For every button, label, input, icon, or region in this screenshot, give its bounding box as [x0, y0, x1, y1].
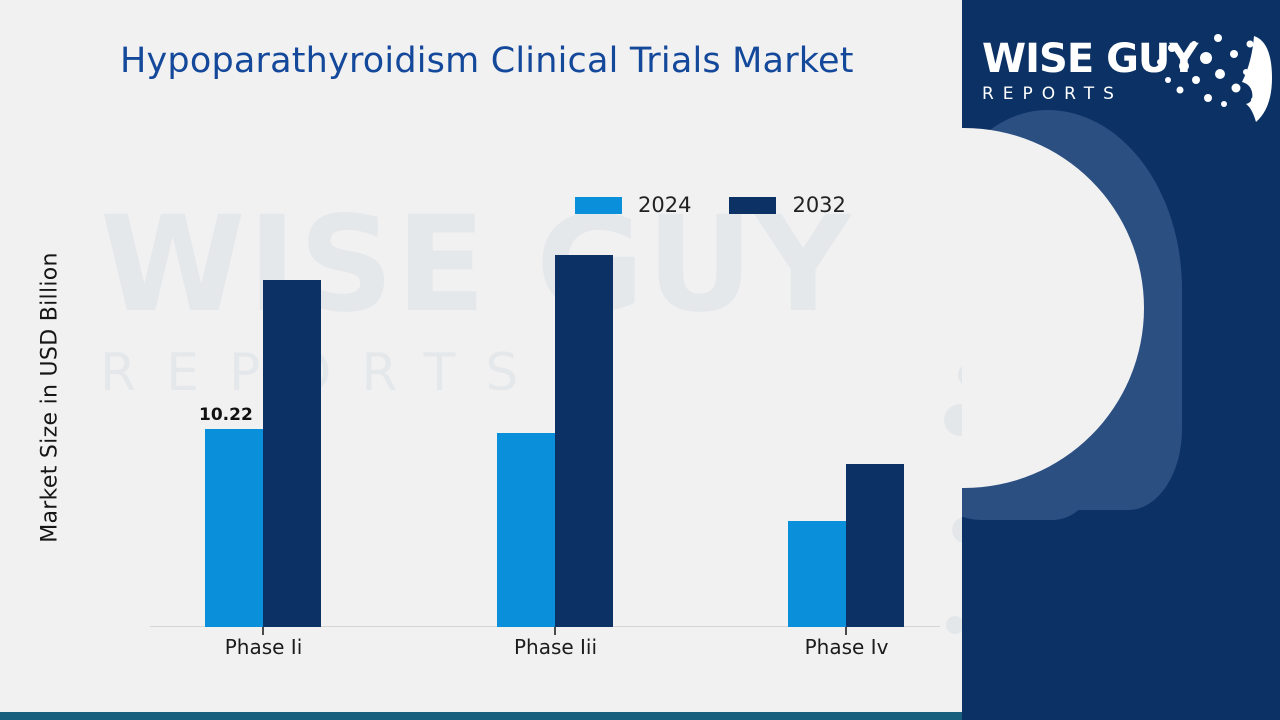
bar-value-label-phase-ii-2024: 10.22 — [199, 405, 253, 425]
legend-swatch-2024 — [575, 196, 622, 214]
brand-panel: WISE GUY REPORTS — [962, 0, 1280, 720]
legend-item-2032[interactable]: 2032 — [729, 193, 846, 217]
bar-2032-phase-iii[interactable] — [555, 255, 613, 627]
x-axis-label-phase-iv: Phase Iv — [804, 635, 889, 659]
x-axis-tick-phase-iv — [845, 627, 847, 635]
legend-label-2032: 2032 — [792, 193, 846, 217]
bar-2032-phase-iv[interactable] — [846, 464, 904, 627]
brand-logo-dots-icon — [1157, 34, 1272, 122]
brand-logo-primary-text: WISE GUY — [982, 36, 1198, 82]
bar-group-phase-iv: Phase Iv — [788, 240, 905, 659]
legend-swatch-2032 — [729, 196, 777, 214]
page-title: Hypoparathyroidism Clinical Trials Marke… — [120, 41, 854, 81]
watermark-dots-icon — [944, 366, 962, 634]
bar-2032-phase-ii[interactable] — [263, 280, 321, 627]
bar-group-phase-ii: 10.22 Phase Ii — [199, 240, 322, 659]
brand-logo-secondary-text: REPORTS — [982, 84, 1123, 104]
legend-label-2024: 2024 — [638, 193, 692, 217]
chart-panel: WISE GUY REPORTS Hypoparat — [0, 41, 962, 720]
bar-2024-phase-iii[interactable] — [497, 433, 555, 627]
x-axis-label-phase-ii: Phase Ii — [224, 635, 303, 659]
legend-item-2024[interactable]: 2024 — [575, 193, 691, 217]
bar-2024-phase-iv[interactable] — [788, 521, 846, 627]
x-axis-label-phase-iii: Phase Iii — [513, 635, 598, 659]
plot-area: 10.22 Phase Ii Phase Iii Phase Iv — [150, 240, 940, 659]
brand-logo[interactable]: WISE GUY REPORTS — [982, 34, 1272, 122]
bottom-accent-strip — [0, 712, 962, 720]
bar-2024-phase-ii[interactable] — [205, 429, 263, 627]
chart-legend: 2024 2032 — [575, 193, 846, 217]
x-axis-tick-phase-ii — [262, 627, 264, 635]
x-axis-tick-phase-iii — [554, 627, 556, 635]
y-axis-title: Market Size in USD Billion — [37, 252, 63, 543]
bar-group-phase-iii: Phase Iii — [497, 240, 614, 659]
